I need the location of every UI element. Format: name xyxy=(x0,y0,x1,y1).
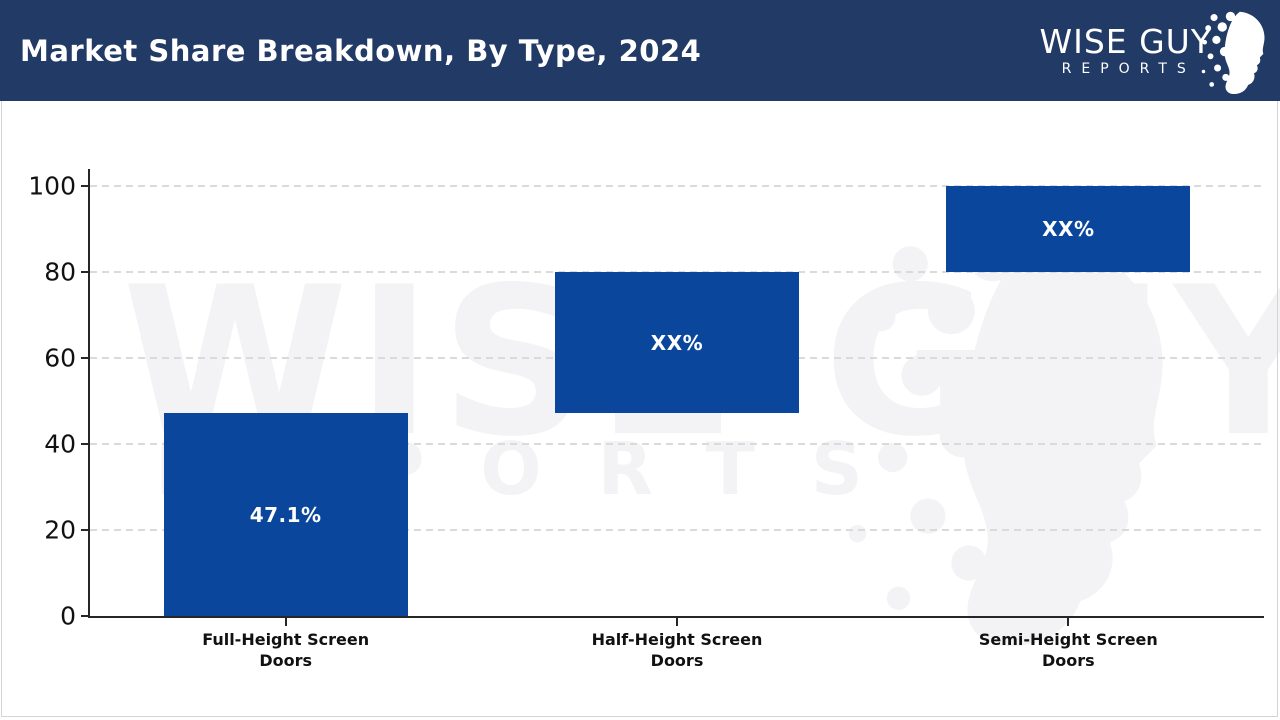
brand-logo-text: WISE GUY REPORTS xyxy=(1039,21,1212,78)
brand-logo: WISE GUY REPORTS xyxy=(1039,4,1270,98)
brand-name: WISE GUY xyxy=(1039,21,1212,61)
y-axis-tick-label: 80 xyxy=(44,257,76,287)
y-axis-tick-label: 60 xyxy=(44,343,76,373)
y-tick-mark xyxy=(81,615,90,617)
bar-segment: XX% xyxy=(946,186,1191,272)
y-tick-mark xyxy=(81,271,90,273)
x-tick-mark xyxy=(676,618,678,626)
x-tick-mark xyxy=(1067,618,1070,626)
x-axis-category-label: Semi-Height Screen Doors xyxy=(978,630,1158,670)
page-title: Market Share Breakdown, By Type, 2024 xyxy=(20,33,702,68)
y-tick-mark xyxy=(81,529,90,531)
bar-value-label: XX% xyxy=(650,330,704,355)
bar-segment: 47.1% xyxy=(163,413,408,616)
chart-canvas: WISE GUY REPORTS 02040608010047.1%Full-H… xyxy=(0,101,1280,717)
y-axis-tick-label: 20 xyxy=(44,515,76,545)
gridline xyxy=(90,185,1264,187)
y-tick-mark xyxy=(81,443,90,445)
x-axis-category-label: Half-Height Screen Doors xyxy=(591,630,763,670)
y-tick-mark xyxy=(81,357,90,359)
y-tick-mark xyxy=(81,185,90,187)
brand-face-icon xyxy=(1201,11,1265,95)
x-axis-category-label: Full-Height Screen Doors xyxy=(202,630,370,670)
y-axis-line xyxy=(88,169,90,186)
gridline xyxy=(90,443,1264,445)
y-axis-tick-label: 100 xyxy=(28,171,76,201)
y-axis-tick-label: 40 xyxy=(44,429,76,459)
bar-segment: XX% xyxy=(554,272,800,414)
bar-value-label: 47.1% xyxy=(249,502,322,527)
brand-subtitle: REPORTS xyxy=(1061,61,1196,78)
y-axis-tick-label: 0 xyxy=(60,601,76,631)
bar-value-label: XX% xyxy=(1042,217,1095,241)
plot-area: 0 20 40 60 80 100 47.1% Full-Height Screen Door… xyxy=(28,169,1264,670)
header-bar: Market Share Breakdown, By Type, 2024 WI… xyxy=(0,0,1280,101)
x-tick-mark xyxy=(284,618,287,626)
gridline xyxy=(90,529,1264,531)
